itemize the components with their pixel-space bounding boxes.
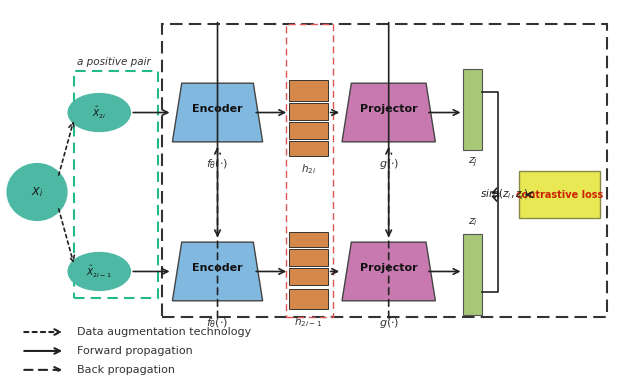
FancyBboxPatch shape: [289, 103, 328, 120]
Polygon shape: [342, 83, 435, 142]
Text: Forward propagation: Forward propagation: [77, 346, 193, 356]
Text: $X_i$: $X_i$: [31, 185, 43, 199]
Text: Projector: Projector: [360, 104, 418, 114]
FancyBboxPatch shape: [463, 69, 482, 151]
Text: $g(\cdot)$: $g(\cdot)$: [379, 157, 399, 171]
Text: $f_\theta(\cdot)$: $f_\theta(\cdot)$: [207, 157, 229, 170]
Text: $\hat{X}_{2i}$: $\hat{X}_{2i}$: [92, 104, 107, 121]
Text: $g(\cdot)$: $g(\cdot)$: [379, 316, 399, 330]
Polygon shape: [173, 242, 263, 301]
FancyBboxPatch shape: [289, 249, 328, 266]
Text: a positive pair: a positive pair: [77, 57, 151, 67]
FancyBboxPatch shape: [289, 288, 328, 310]
FancyBboxPatch shape: [289, 122, 328, 139]
Text: $sim(z_i, z_j)$: $sim(z_i, z_j)$: [480, 187, 528, 202]
FancyBboxPatch shape: [289, 141, 328, 156]
FancyBboxPatch shape: [463, 233, 482, 315]
Text: $z_j$: $z_j$: [468, 156, 478, 170]
FancyBboxPatch shape: [289, 232, 328, 247]
Polygon shape: [173, 83, 263, 142]
FancyBboxPatch shape: [519, 171, 600, 218]
Text: Encoder: Encoder: [192, 263, 243, 273]
Text: Data augmentation technology: Data augmentation technology: [77, 327, 252, 337]
Text: $z_i$: $z_i$: [468, 216, 478, 228]
Text: $h_{2i}$: $h_{2i}$: [301, 162, 316, 175]
Circle shape: [68, 253, 131, 290]
Text: $\hat{X}_{2i-1}$: $\hat{X}_{2i-1}$: [87, 263, 112, 280]
Text: $f_\theta(\cdot)$: $f_\theta(\cdot)$: [207, 316, 229, 329]
Circle shape: [68, 94, 131, 131]
Text: Encoder: Encoder: [192, 104, 243, 114]
Text: contrastive loss: contrastive loss: [516, 190, 604, 200]
Ellipse shape: [7, 164, 67, 220]
Text: $h_{2i-1}$: $h_{2i-1}$: [295, 315, 322, 329]
FancyBboxPatch shape: [289, 80, 328, 101]
Polygon shape: [342, 242, 435, 301]
Text: Projector: Projector: [360, 263, 418, 273]
FancyBboxPatch shape: [289, 268, 328, 285]
Text: Back propagation: Back propagation: [77, 365, 175, 375]
